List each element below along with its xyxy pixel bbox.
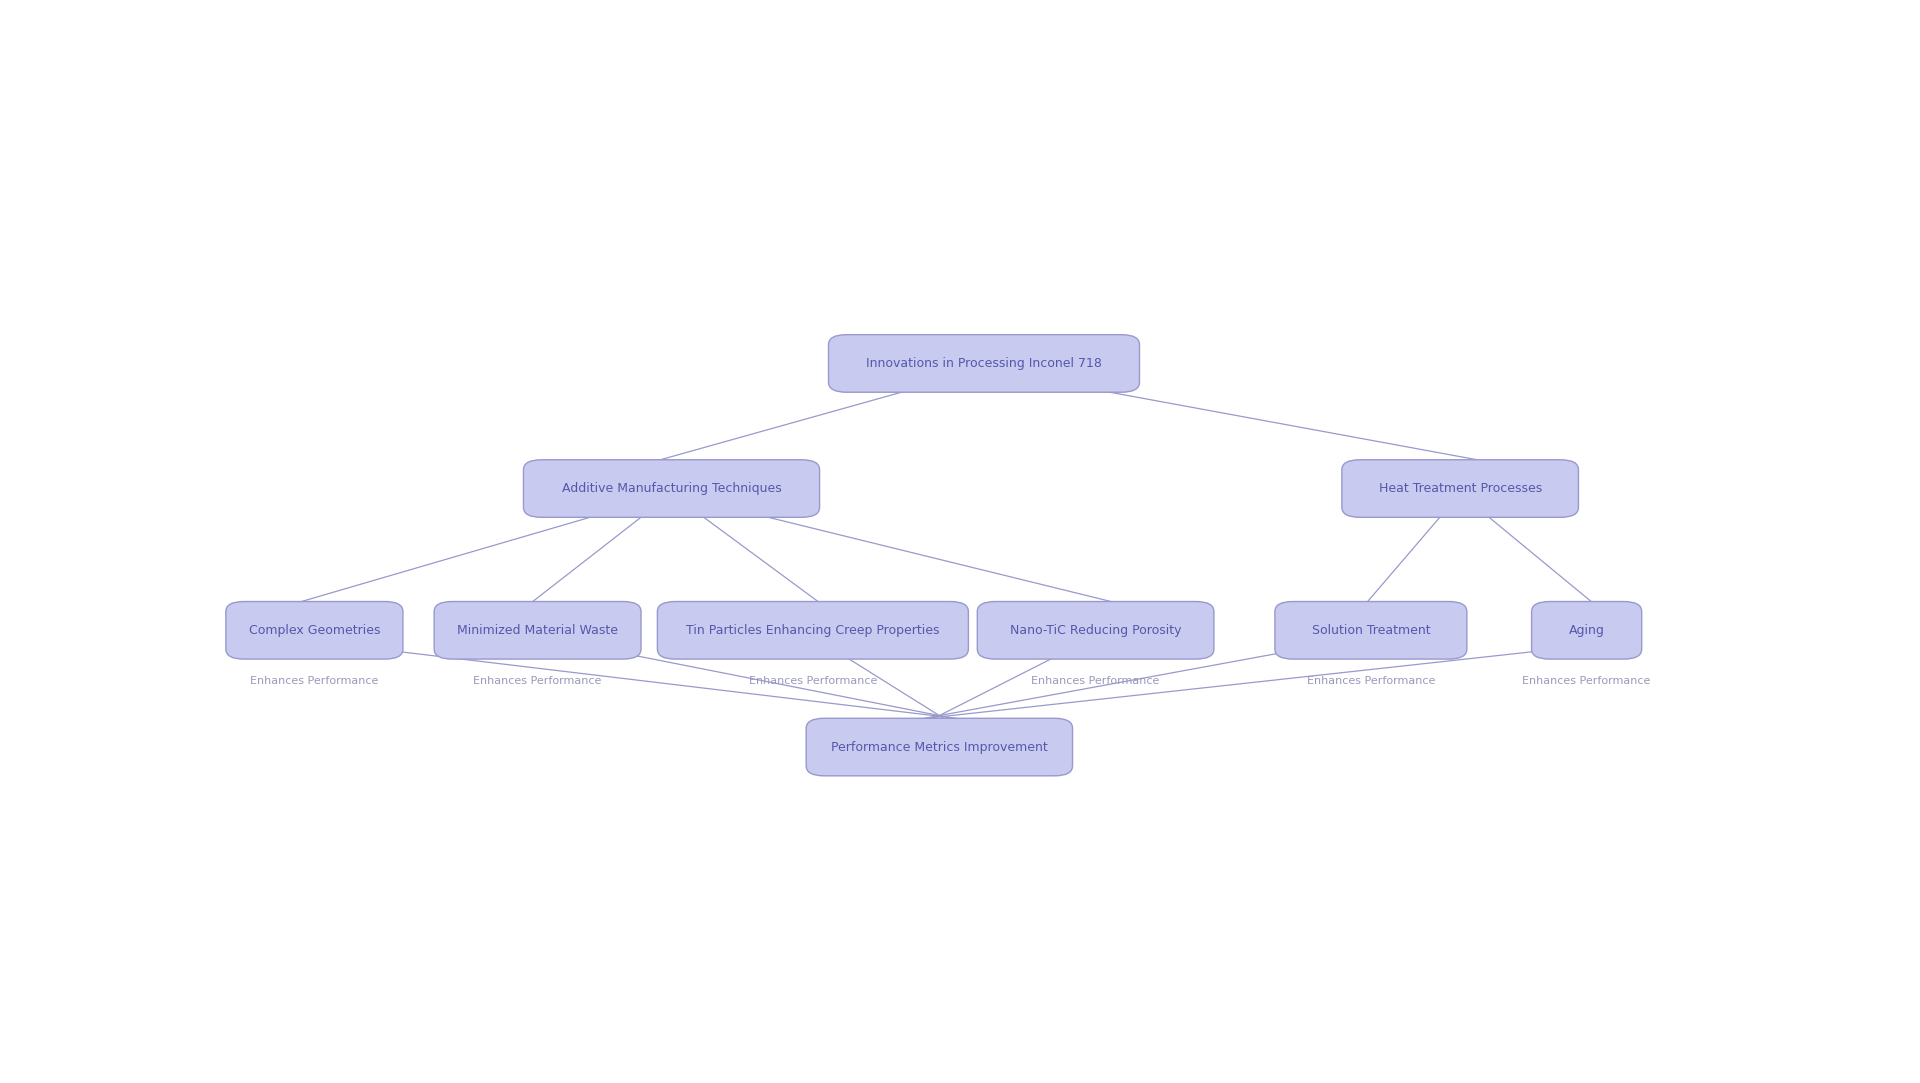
FancyBboxPatch shape [1532,601,1642,660]
FancyBboxPatch shape [227,601,403,660]
Text: Aging: Aging [1569,624,1605,637]
Text: Enhances Performance: Enhances Performance [1031,676,1160,686]
FancyBboxPatch shape [977,601,1213,660]
Text: Enhances Performance: Enhances Performance [474,676,601,686]
FancyBboxPatch shape [1275,601,1467,660]
Text: Enhances Performance: Enhances Performance [1308,676,1434,686]
FancyBboxPatch shape [657,601,968,660]
FancyBboxPatch shape [434,601,641,660]
FancyBboxPatch shape [524,460,820,518]
Text: Tin Particles Enhancing Creep Properties: Tin Particles Enhancing Creep Properties [685,624,939,637]
Text: Performance Metrics Improvement: Performance Metrics Improvement [831,741,1048,754]
FancyBboxPatch shape [806,718,1073,775]
Text: Additive Manufacturing Techniques: Additive Manufacturing Techniques [563,482,781,495]
FancyBboxPatch shape [829,335,1139,392]
Text: Enhances Performance: Enhances Performance [749,676,877,686]
Text: Minimized Material Waste: Minimized Material Waste [457,624,618,637]
Text: Solution Treatment: Solution Treatment [1311,624,1430,637]
Text: Complex Geometries: Complex Geometries [250,624,380,637]
Text: Enhances Performance: Enhances Performance [250,676,378,686]
Text: Enhances Performance: Enhances Performance [1523,676,1651,686]
Text: Heat Treatment Processes: Heat Treatment Processes [1379,482,1542,495]
Text: Nano-TiC Reducing Porosity: Nano-TiC Reducing Porosity [1010,624,1181,637]
FancyBboxPatch shape [1342,460,1578,518]
Text: Innovations in Processing Inconel 718: Innovations in Processing Inconel 718 [866,357,1102,370]
